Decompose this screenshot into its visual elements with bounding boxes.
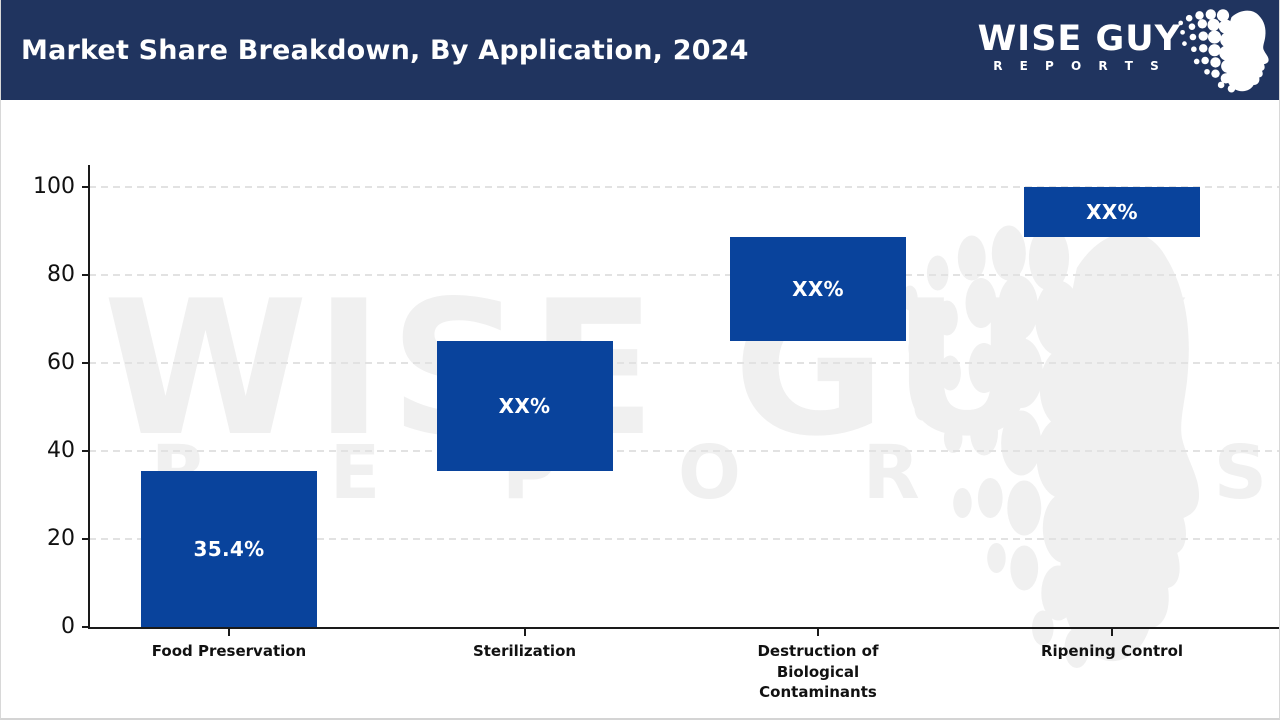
- bar-2[interactable]: XX%: [436, 341, 613, 472]
- bar-value-label: 35.4%: [193, 537, 265, 562]
- x-tick-2: [523, 629, 526, 636]
- y-tick-40: [82, 450, 89, 452]
- watermark-head-icon: [902, 225, 1200, 668]
- y-tick-100: [82, 186, 89, 188]
- category-label-3: Destruction of Biological Contaminants: [757, 642, 879, 702]
- gridline-60: [89, 362, 1279, 364]
- y-tick-0: [82, 626, 89, 628]
- x-axis-line: [88, 627, 1279, 629]
- category-label-2: Sterilization: [472, 642, 577, 660]
- brand-wordmark: WISE GUY R E P O R T S: [977, 19, 1181, 74]
- y-tick-label-40: 40: [47, 438, 75, 463]
- y-tick-20: [82, 538, 89, 540]
- brand-logo: WISE GUY R E P O R T S: [978, 4, 1269, 96]
- x-tick-4: [1111, 629, 1113, 636]
- header-bar: Market Share Breakdown, By Application, …: [1, 0, 1279, 100]
- brand-subtitle: R E P O R T S: [993, 59, 1166, 73]
- y-tick-80: [82, 274, 89, 276]
- bar-3[interactable]: XX%: [730, 237, 906, 341]
- bar-value-label: XX%: [792, 277, 844, 302]
- gridline-80: [89, 274, 1279, 276]
- watermark-text-2: R E P O R T S: [151, 430, 1280, 516]
- y-tick-60: [82, 362, 89, 364]
- bar-value-label: XX%: [498, 394, 551, 419]
- y-axis-line: [88, 165, 90, 629]
- bar-1[interactable]: 35.4%: [141, 471, 317, 627]
- chart-area: WISE GUY R E P O R T S 0 20 40 60 80 100 35.4%…: [1, 100, 1280, 718]
- y-tick-label-100: 100: [33, 174, 75, 199]
- brand-name: WISE GUY: [977, 19, 1181, 59]
- y-tick-label-80: 80: [47, 262, 75, 287]
- wise-guy-head-icon: [1178, 9, 1269, 93]
- y-tick-label-60: 60: [47, 350, 75, 375]
- gridline-20: [89, 538, 1279, 540]
- bar-value-label: XX%: [1086, 200, 1138, 225]
- category-label-4: Ripening Control: [1040, 642, 1184, 660]
- gridline-40: [89, 450, 1279, 452]
- bar-4[interactable]: XX%: [1024, 187, 1200, 238]
- page-title: Market Share Breakdown, By Application, …: [21, 34, 749, 66]
- watermark-text-1: WISE GUY: [103, 260, 1190, 477]
- category-label-1: Food Preservation: [151, 642, 307, 660]
- y-tick-label-20: 20: [47, 526, 75, 551]
- x-tick-1: [228, 629, 230, 636]
- x-tick-3: [817, 629, 819, 636]
- gridline-100: [89, 186, 1279, 188]
- y-tick-label-0: 0: [61, 614, 75, 639]
